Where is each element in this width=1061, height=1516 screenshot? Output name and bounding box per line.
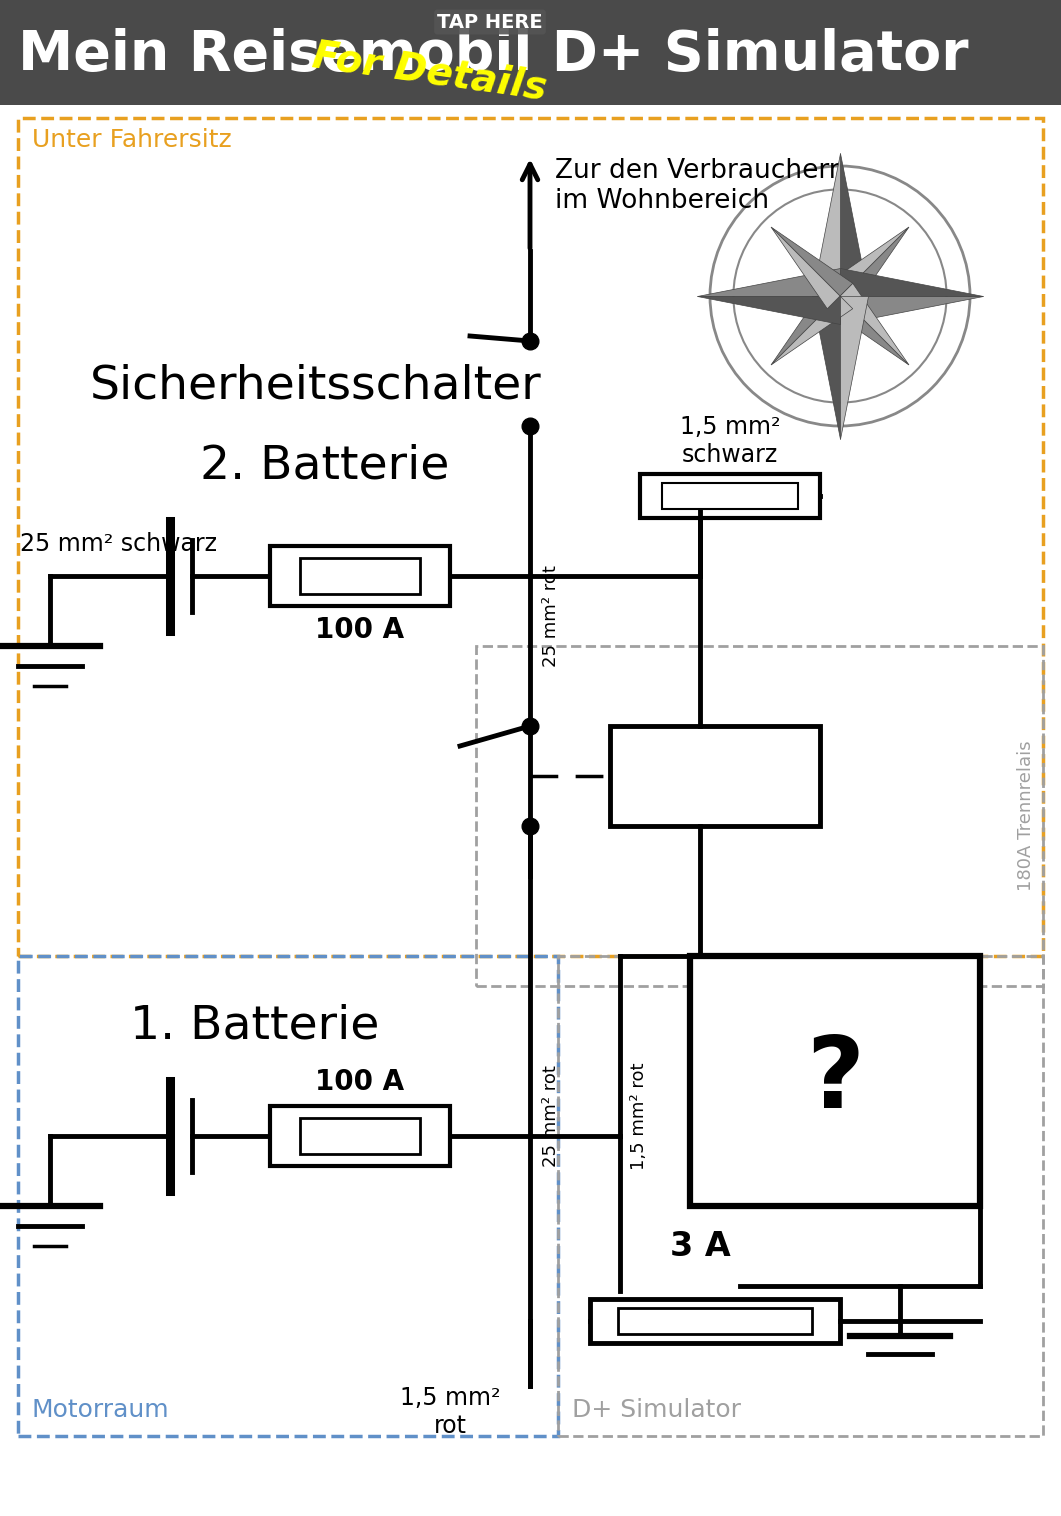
- Text: ?: ?: [806, 1032, 864, 1129]
- Text: For Details: For Details: [311, 36, 550, 108]
- Polygon shape: [840, 268, 982, 296]
- Bar: [662, 484, 798, 509]
- Polygon shape: [812, 296, 840, 440]
- Text: 2. Batterie: 2. Batterie: [201, 444, 450, 488]
- Bar: [269, 1107, 450, 1166]
- Text: Motorraum: Motorraum: [32, 1398, 170, 1422]
- Text: D+ Simulator: D+ Simulator: [572, 1398, 741, 1422]
- Bar: [640, 475, 820, 518]
- Bar: [618, 1308, 812, 1334]
- Bar: [610, 726, 820, 826]
- Text: Unter Fahrersitz: Unter Fahrersitz: [32, 127, 231, 152]
- Polygon shape: [828, 296, 909, 365]
- Text: 1,5 mm² rot: 1,5 mm² rot: [630, 1063, 648, 1170]
- Text: 25 mm² schwarz: 25 mm² schwarz: [20, 532, 218, 556]
- Polygon shape: [828, 227, 909, 296]
- Text: 100 A: 100 A: [315, 1067, 404, 1096]
- Bar: [18, 118, 1043, 957]
- Bar: [476, 646, 1043, 985]
- Polygon shape: [771, 227, 840, 309]
- Bar: [300, 1117, 420, 1154]
- Text: TAP HERE: TAP HERE: [437, 12, 543, 32]
- Bar: [590, 1299, 840, 1343]
- Bar: [269, 546, 450, 606]
- Text: 3 A: 3 A: [669, 1229, 731, 1263]
- Polygon shape: [840, 296, 982, 324]
- Text: 100 A: 100 A: [315, 615, 404, 644]
- Polygon shape: [840, 283, 909, 365]
- Text: 1,5 mm²
schwarz: 1,5 mm² schwarz: [680, 415, 780, 467]
- Bar: [690, 957, 980, 1207]
- Bar: [0, 0, 1061, 105]
- Text: 1. Batterie: 1. Batterie: [131, 1004, 380, 1049]
- Text: 25 mm² rot: 25 mm² rot: [542, 565, 560, 667]
- Bar: [18, 957, 558, 1436]
- Polygon shape: [697, 296, 840, 324]
- Bar: [558, 957, 1043, 1436]
- Text: Mein Reisemobil D+ Simulator: Mein Reisemobil D+ Simulator: [18, 27, 969, 82]
- Polygon shape: [840, 296, 868, 440]
- Text: 180A Trennrelais: 180A Trennrelais: [1017, 741, 1034, 891]
- Polygon shape: [840, 153, 868, 296]
- Polygon shape: [812, 153, 840, 296]
- Text: 1,5 mm²
rot: 1,5 mm² rot: [400, 1386, 500, 1437]
- Polygon shape: [771, 296, 853, 365]
- Polygon shape: [697, 268, 840, 296]
- Text: Sicherheitsschalter: Sicherheitsschalter: [90, 364, 542, 408]
- Text: Zur den Verbrauchern
im Wohnbereich: Zur den Verbrauchern im Wohnbereich: [555, 158, 846, 214]
- Bar: [300, 558, 420, 594]
- Polygon shape: [840, 227, 909, 309]
- Polygon shape: [771, 283, 840, 365]
- Text: 25 mm² rot: 25 mm² rot: [542, 1066, 560, 1167]
- Polygon shape: [771, 227, 853, 296]
